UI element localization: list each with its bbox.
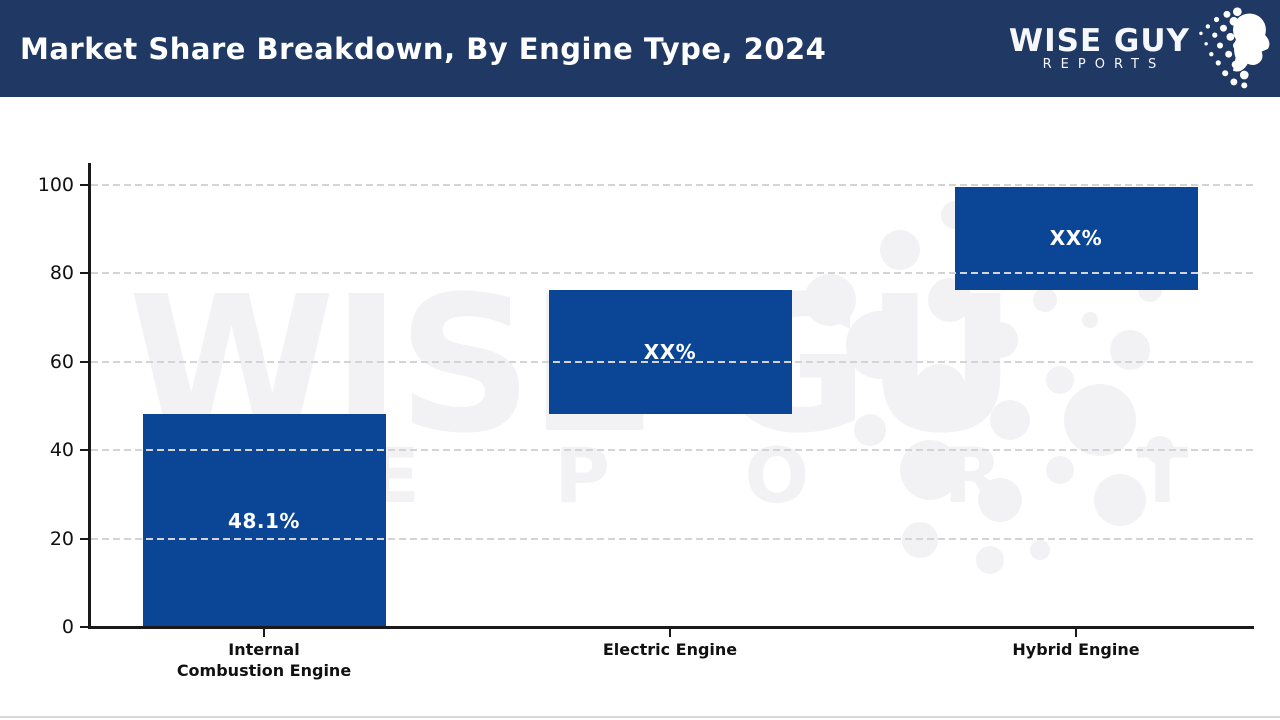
- y-tick-label-60: 60: [49, 350, 74, 373]
- y-axis-line: [88, 163, 91, 629]
- category-label-line: Hybrid Engine: [1012, 640, 1140, 659]
- y-tick-mark-80: [80, 272, 88, 275]
- x-tick-mark-2: [669, 629, 671, 637]
- y-tick-label-100: 100: [37, 174, 74, 196]
- x-axis-line: [88, 626, 1254, 629]
- wise-guy-reports-logo: WISE GUY REPORTS: [1009, 6, 1280, 91]
- bottom-rule: [0, 716, 1280, 718]
- category-label-line: Electric Engine: [602, 640, 738, 659]
- logo-reports-label: REPORTS: [1042, 57, 1166, 73]
- y-tick-mark-0: [80, 626, 88, 628]
- gridline-y80: [91, 272, 1254, 275]
- y-tick-mark-40: [80, 449, 88, 452]
- y-tick-label-80: 80: [49, 262, 74, 285]
- bar-value-label: XX%: [1049, 226, 1103, 251]
- x-category-label-1: Internal Combustion Engine: [134, 640, 394, 682]
- gridline-y100: [91, 184, 1254, 186]
- logo-text: WISE GUY REPORTS: [1009, 25, 1190, 73]
- y-tick-label-40: 40: [49, 439, 74, 462]
- x-tick-mark-3: [1075, 629, 1077, 637]
- category-label-line: Combustion Engine: [176, 660, 352, 680]
- gridline-y20: [91, 537, 1254, 540]
- y-tick-label-0: 0: [61, 616, 74, 638]
- x-tick-mark-1: [263, 629, 265, 637]
- bar-value-label: XX%: [643, 340, 697, 365]
- bar-1-internal-combustion-engine: 48.1%: [142, 414, 386, 627]
- gridline-y60: [91, 360, 1254, 363]
- y-tick-mark-20: [80, 537, 88, 540]
- bar-value-label: 48.1%: [228, 508, 300, 533]
- category-label-line: Internal: [228, 640, 300, 659]
- gridline-y40: [91, 449, 1254, 452]
- y-tick-mark-60: [80, 360, 88, 363]
- y-tick-mark-100: [80, 184, 88, 186]
- x-category-label-3: Hybrid Engine: [946, 640, 1206, 661]
- y-tick-label-20: 20: [49, 527, 74, 550]
- x-category-label-2: Electric Engine: [540, 640, 800, 661]
- page-title: Market Share Breakdown, By Engine Type, …: [20, 31, 827, 66]
- header-bar: Market Share Breakdown, By Engine Type, …: [0, 0, 1280, 97]
- logo-face-icon: [1199, 6, 1270, 88]
- bar-2-electric-engine: XX%: [548, 289, 792, 415]
- logo-wiseguy-label: WISE GUY: [1008, 22, 1190, 59]
